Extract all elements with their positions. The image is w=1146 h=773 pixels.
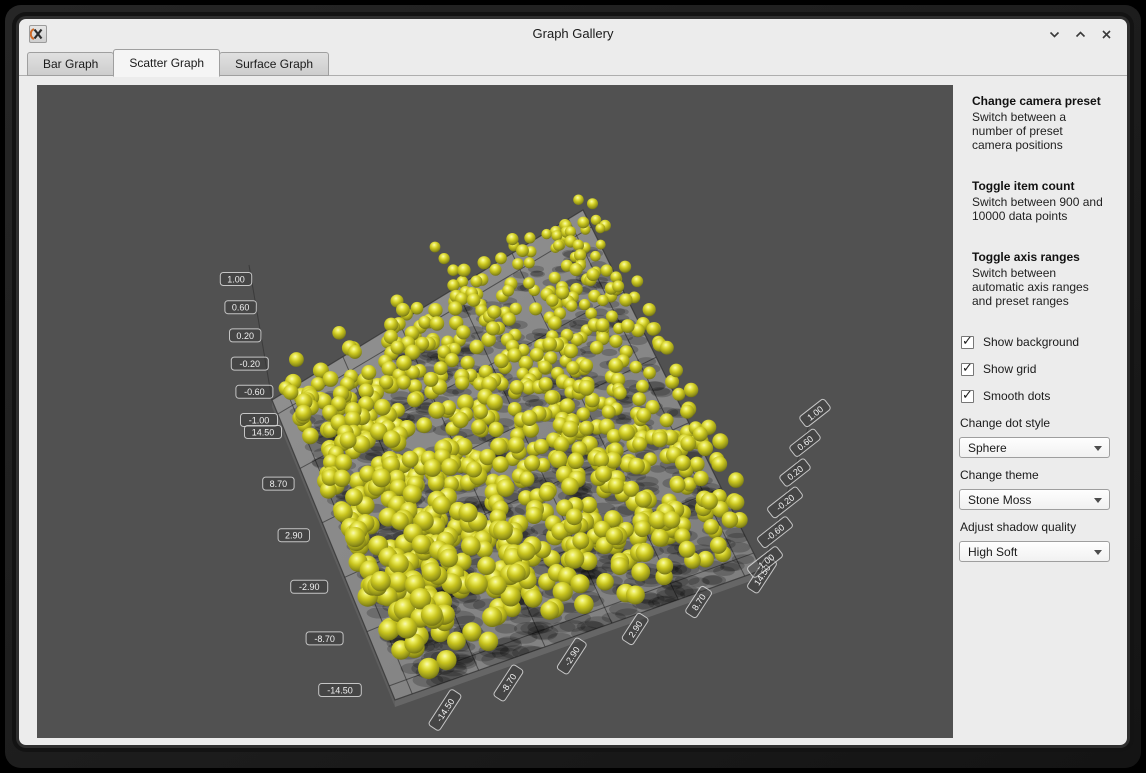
change-dot-style-label: Change dot style <box>960 416 1051 430</box>
svg-text:0.20: 0.20 <box>236 331 254 341</box>
svg-text:8.70: 8.70 <box>270 479 288 489</box>
show-grid-checkbox[interactable]: ✓ Show grid <box>961 360 1037 376</box>
svg-text:2.90: 2.90 <box>285 531 303 541</box>
svg-text:-1.00: -1.00 <box>249 415 270 425</box>
tabbar-divider <box>19 75 1127 76</box>
chevron-up-icon <box>1075 30 1086 37</box>
command-description: Switch between a number of preset camera… <box>972 110 1067 152</box>
close-icon <box>1102 29 1111 39</box>
svg-text:14.50: 14.50 <box>252 427 275 437</box>
dot-style-select[interactable]: Sphere <box>959 437 1110 458</box>
tab-bar-graph[interactable]: Bar Graph <box>27 52 115 76</box>
checkbox-box[interactable]: ✓ <box>961 333 974 349</box>
command-title: Toggle axis ranges <box>972 250 1080 264</box>
svg-text:0.60: 0.60 <box>232 303 250 313</box>
show-background-checkbox[interactable]: ✓ Show background <box>961 333 1080 349</box>
options-sidebar: Change camera preset Switch between a nu… <box>959 85 1124 572</box>
graph-gallery-window: Graph Gallery Bar Graph Scatter Graph Su… <box>19 19 1127 745</box>
tab-surface-graph[interactable]: Surface Graph <box>219 52 330 76</box>
svg-text:-8.70: -8.70 <box>314 634 335 644</box>
window-title: Graph Gallery <box>532 26 614 41</box>
svg-text:1.00: 1.00 <box>227 274 245 284</box>
checkmark-icon: ✓ <box>962 333 973 349</box>
svg-text:-2.90: -2.90 <box>299 582 320 592</box>
toggle-item-count-button[interactable]: Toggle item count Switch between 900 and… <box>959 179 1124 223</box>
minimize-button[interactable] <box>1046 26 1063 43</box>
smooth-dots-checkbox[interactable]: ✓ Smooth dots <box>961 387 1051 403</box>
checkmark-icon: ✓ <box>962 387 973 403</box>
checkmark-icon: ✓ <box>962 360 973 376</box>
titlebar[interactable]: Graph Gallery <box>19 19 1127 49</box>
window-controls <box>1046 19 1115 49</box>
change-theme-label: Change theme <box>960 468 1039 482</box>
close-button[interactable] <box>1098 26 1115 43</box>
shadow-quality-select[interactable]: High Soft <box>959 541 1110 562</box>
command-title: Toggle item count <box>972 179 1075 193</box>
command-description: Switch between automatic axis ranges and… <box>972 266 1089 308</box>
theme-select[interactable]: Stone Moss <box>959 489 1110 510</box>
checkbox-box[interactable]: ✓ <box>961 360 974 376</box>
svg-text:-0.60: -0.60 <box>244 387 265 397</box>
scatter-3d-plot[interactable]: 1.00 0.60 0.20 -0.20 -0.60 -1.00 14.50 8.70 2.90… <box>37 85 953 738</box>
svg-text:-0.20: -0.20 <box>240 359 261 369</box>
svg-text:-14.50: -14.50 <box>327 685 353 695</box>
change-camera-preset-button[interactable]: Change camera preset Switch between a nu… <box>959 94 1124 152</box>
command-description: Switch between 900 and 10000 data points <box>972 195 1103 223</box>
toggle-axis-ranges-button[interactable]: Toggle axis ranges Switch between automa… <box>959 250 1124 308</box>
chevron-down-icon <box>1049 31 1060 38</box>
adjust-shadow-quality-label: Adjust shadow quality <box>960 520 1077 534</box>
maximize-button[interactable] <box>1072 26 1089 43</box>
command-title: Change camera preset <box>972 94 1101 108</box>
tab-bar: Bar Graph Scatter Graph Surface Graph <box>27 48 330 77</box>
checkbox-box[interactable]: ✓ <box>961 387 974 403</box>
app-icon <box>29 25 47 43</box>
tab-scatter-graph[interactable]: Scatter Graph <box>113 49 221 77</box>
